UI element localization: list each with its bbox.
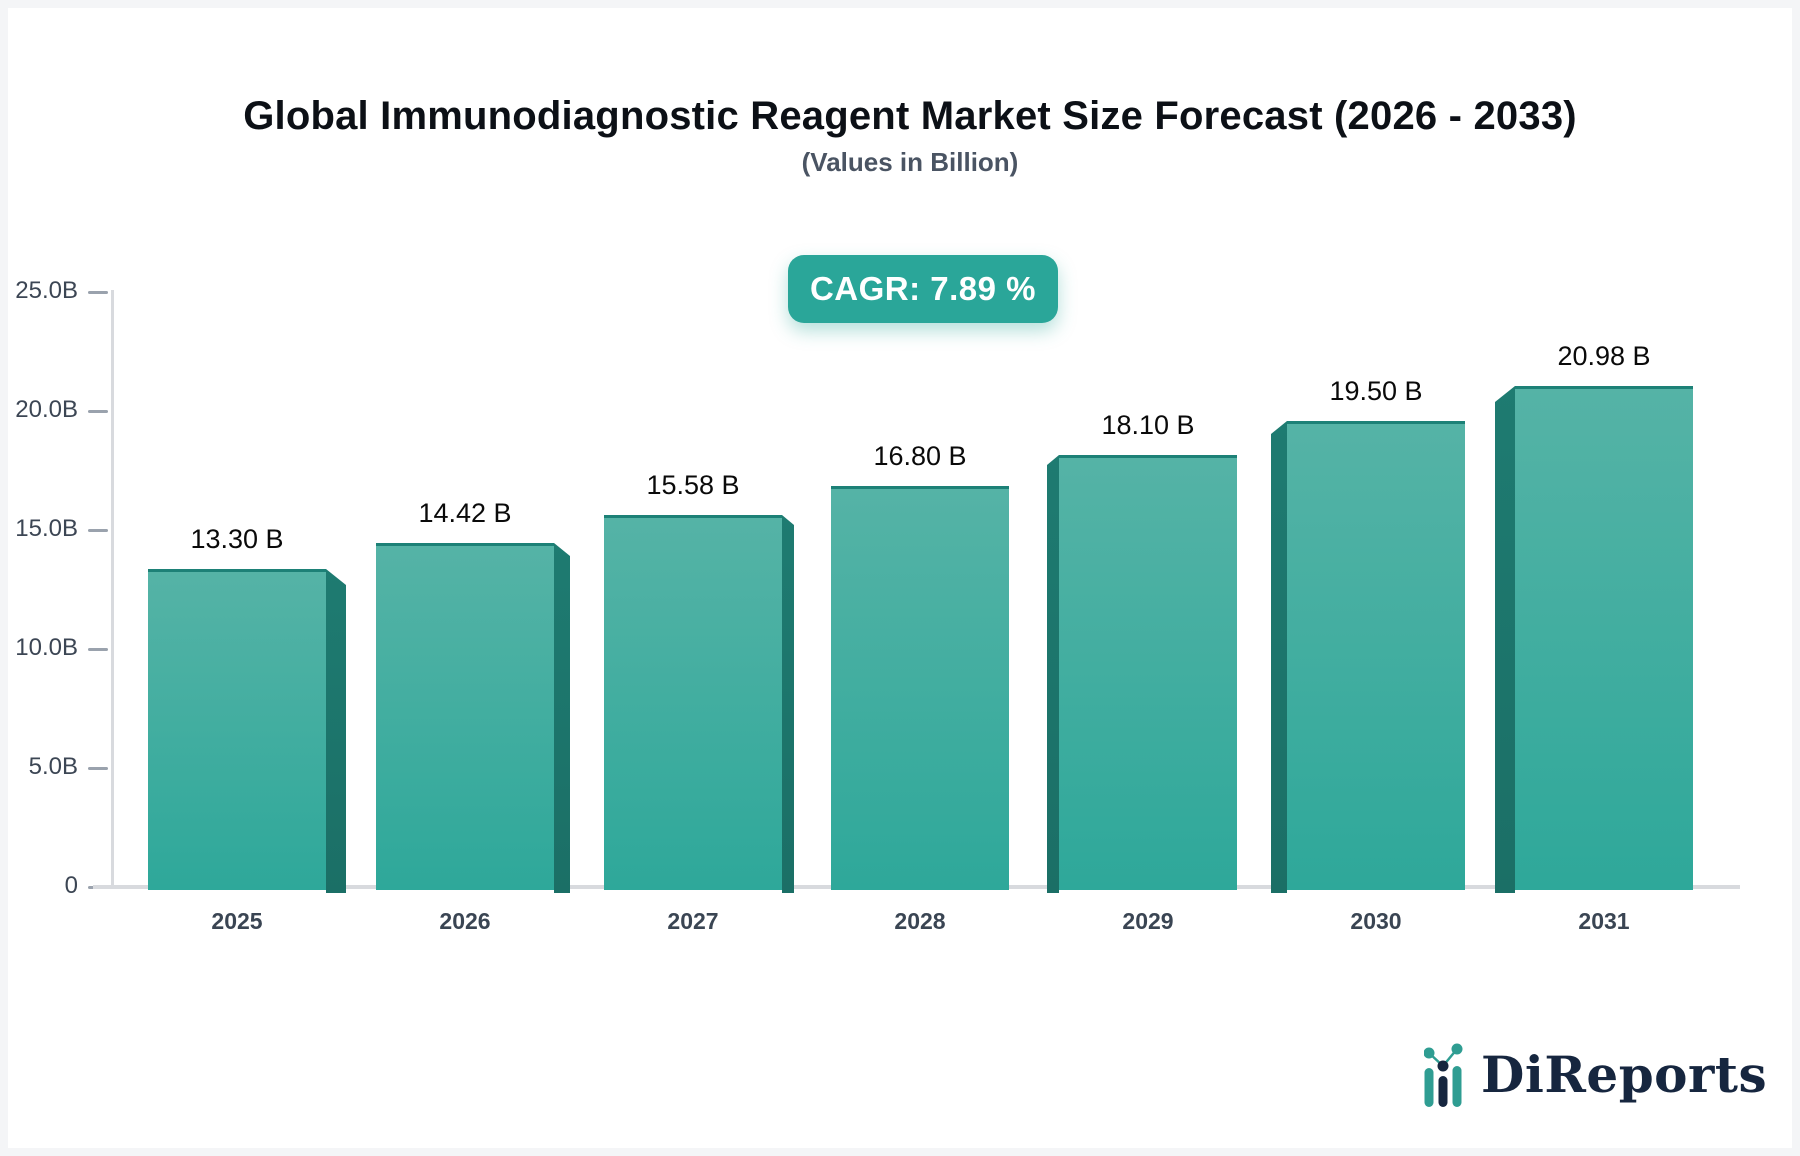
- brand-logo: DiReports: [1424, 1038, 1767, 1110]
- bar: [1515, 386, 1693, 890]
- y-tick-label: 10.0B: [15, 634, 78, 661]
- bar-3d-side: [1047, 455, 1059, 893]
- x-axis-label: 2029: [1122, 908, 1174, 934]
- bar-value-label: 18.10 B: [1101, 410, 1195, 440]
- bar-value-label: 13.30 B: [190, 524, 284, 554]
- y-tick-mark: [88, 767, 108, 770]
- bar-value-label: 20.98 B: [1557, 341, 1651, 371]
- bar-3d-side: [1495, 386, 1515, 893]
- y-tick-label: 5.0B: [28, 753, 78, 780]
- bar-value-label: 15.58 B: [646, 470, 740, 500]
- x-axis-label: 2027: [667, 908, 719, 934]
- bar-line-chart-icon: [1424, 1043, 1463, 1107]
- x-axis-label: 2031: [1578, 908, 1630, 934]
- y-tick-label: 0: [64, 872, 78, 899]
- y-tick-label: 25.0B: [15, 277, 78, 304]
- bar: [1287, 421, 1465, 890]
- x-axis-label: 2030: [1350, 908, 1402, 934]
- bar-3d-side: [782, 515, 794, 893]
- bar: [604, 515, 782, 890]
- x-axis-label: 2026: [439, 908, 491, 934]
- bar-value-label: 19.50 B: [1329, 376, 1423, 406]
- bar-3d-side: [554, 543, 570, 893]
- bar: [148, 569, 326, 890]
- y-tick-mark: [88, 291, 108, 294]
- bar-value-label: 16.80 B: [873, 441, 967, 471]
- x-axis-label: 2025: [211, 908, 263, 934]
- bar: [831, 486, 1009, 890]
- chart-title: Global Immunodiagnostic Reagent Market S…: [243, 94, 1577, 138]
- bar-value-label: 14.42 B: [418, 498, 512, 528]
- cagr-badge: CAGR: 7.89 %: [788, 255, 1058, 323]
- bar-3d-side: [1271, 421, 1287, 893]
- x-axis-label: 2028: [894, 908, 946, 934]
- y-tick-mark: [88, 410, 108, 413]
- bar: [376, 543, 554, 890]
- y-tick-label: 20.0B: [15, 396, 78, 423]
- brand-logo-text: DiReports: [1481, 1044, 1768, 1104]
- y-axis-line: [111, 290, 114, 885]
- chart-subtitle: (Values in Billion): [801, 147, 1019, 177]
- bar-3d-side: [326, 569, 346, 893]
- bar: [1059, 455, 1237, 890]
- y-tick-mark: [88, 529, 108, 532]
- y-tick-label: 15.0B: [15, 515, 78, 542]
- y-tick-mark: [88, 648, 108, 651]
